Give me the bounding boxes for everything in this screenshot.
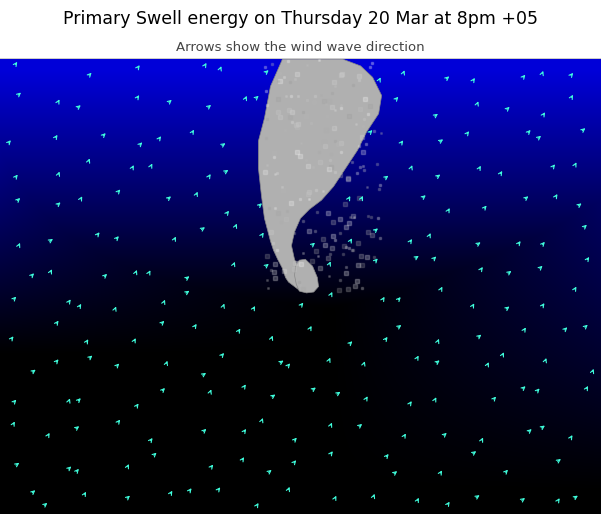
Text: Arrows show the wind wave direction: Arrows show the wind wave direction [176, 41, 425, 54]
Polygon shape [258, 59, 382, 291]
Polygon shape [294, 259, 319, 293]
Bar [0, 58, 601, 59]
Text: Primary Swell energy on Thursday 20 Mar at 8pm +05: Primary Swell energy on Thursday 20 Mar … [63, 10, 538, 28]
